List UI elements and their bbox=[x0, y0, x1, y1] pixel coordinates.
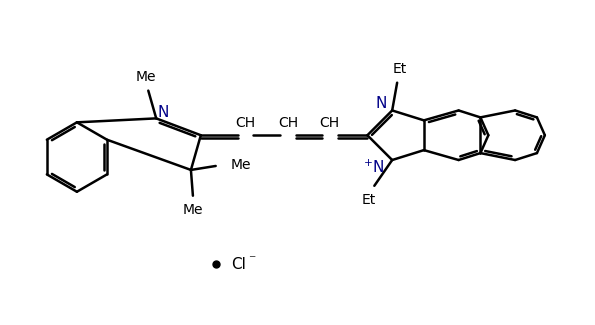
Text: $^{+}$N: $^{+}$N bbox=[363, 158, 384, 176]
Text: CH: CH bbox=[236, 116, 255, 130]
Text: Cl: Cl bbox=[231, 257, 246, 272]
Text: Me: Me bbox=[231, 158, 251, 172]
Text: Et: Et bbox=[393, 62, 407, 76]
Text: CH: CH bbox=[278, 116, 298, 130]
Text: N: N bbox=[376, 96, 387, 111]
Text: CH: CH bbox=[320, 116, 340, 130]
Text: N: N bbox=[158, 105, 169, 120]
Text: Me: Me bbox=[136, 70, 156, 84]
Text: Et: Et bbox=[361, 193, 375, 207]
Text: Me: Me bbox=[183, 202, 203, 216]
Text: ⁻: ⁻ bbox=[249, 253, 256, 267]
